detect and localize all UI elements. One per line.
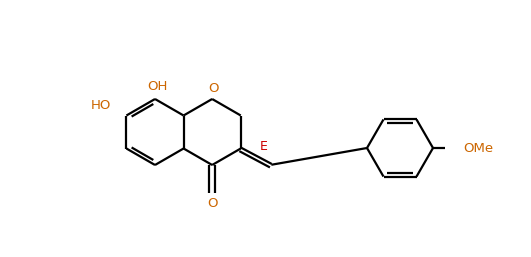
Text: E: E <box>260 140 268 153</box>
Text: O: O <box>207 197 217 209</box>
Text: HO: HO <box>91 99 112 112</box>
Text: O: O <box>208 82 218 96</box>
Text: OH: OH <box>147 79 167 93</box>
Text: OMe: OMe <box>463 142 493 154</box>
